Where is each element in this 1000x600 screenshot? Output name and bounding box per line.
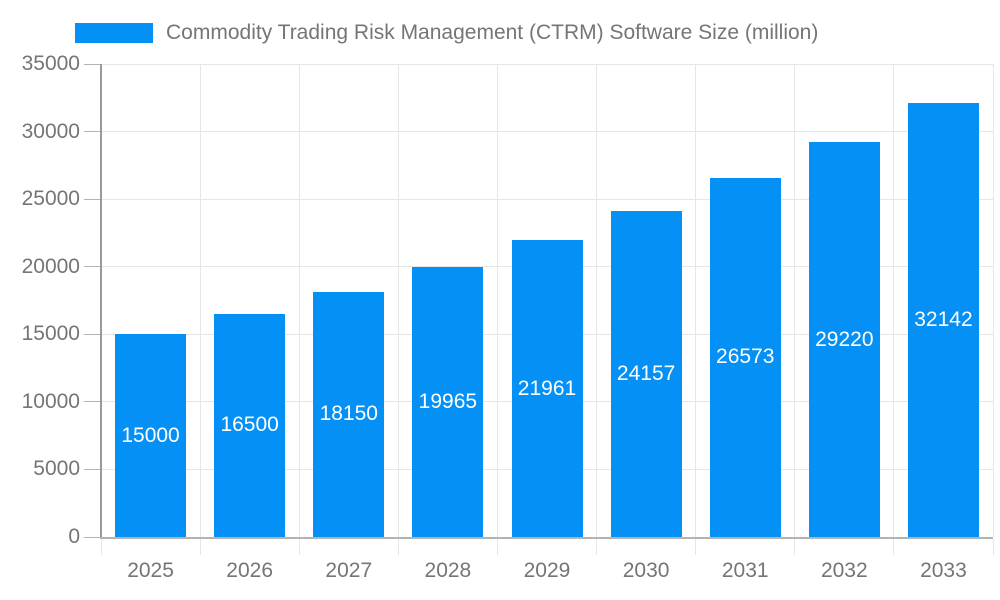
x-gridline <box>496 64 498 537</box>
bar-2026[interactable]: 16500 <box>214 314 286 537</box>
legend-title: Commodity Trading Risk Management (CTRM)… <box>166 20 819 44</box>
x-gridline <box>794 64 796 537</box>
y-axis-tick <box>84 468 101 470</box>
bar-value-label: 26573 <box>716 345 775 369</box>
x-axis-tick-label: 2032 <box>820 559 868 582</box>
bar-2031[interactable]: 26573 <box>709 177 781 537</box>
x-axis-tick <box>992 539 994 555</box>
x-axis-tick-label: 2033 <box>920 559 967 582</box>
x-gridline <box>893 64 895 537</box>
x-gridline <box>199 64 201 537</box>
y-axis-tick-label: 25000 <box>21 187 80 211</box>
y-axis-tick <box>84 198 101 200</box>
y-gridline <box>101 131 993 133</box>
bar-2032[interactable]: 29220 <box>808 142 880 537</box>
legend-color-swatch <box>75 22 153 43</box>
x-gridline <box>992 64 994 537</box>
x-axis-tick <box>893 539 895 555</box>
y-axis-tick-label: 10000 <box>21 389 80 413</box>
x-gridline <box>695 64 697 537</box>
y-axis-tick-label: 15000 <box>21 322 80 346</box>
x-axis-tick-label: 2027 <box>325 559 373 582</box>
bar-value-label: 21961 <box>517 376 577 400</box>
bar-2029[interactable]: 21961 <box>511 240 583 537</box>
x-axis-tick <box>794 539 796 555</box>
bar-2030[interactable]: 24157 <box>610 210 682 537</box>
x-axis-tick <box>397 539 399 555</box>
y-axis-tick <box>84 131 101 133</box>
x-axis-tick-label: 2028 <box>424 559 472 582</box>
y-axis-tick-label: 30000 <box>21 119 80 143</box>
bar-value-label: 29220 <box>815 327 874 351</box>
bar-value-label: 32142 <box>914 307 973 331</box>
y-gridline <box>101 63 993 65</box>
x-axis-tick-label: 2025 <box>127 559 174 582</box>
y-axis-tick <box>84 401 101 403</box>
x-gridline <box>397 64 399 537</box>
x-axis-tick <box>496 539 498 555</box>
bar-value-label: 19965 <box>418 390 478 414</box>
y-axis-tick-label: 5000 <box>33 457 80 481</box>
x-gridline <box>596 64 598 537</box>
x-axis-tick <box>199 539 201 555</box>
x-gridline <box>298 64 300 537</box>
chart-legend: Commodity Trading Risk Management (CTRM)… <box>75 20 819 44</box>
y-axis-line <box>100 64 102 539</box>
bar-2027[interactable]: 18150 <box>313 291 385 537</box>
y-axis-tick-label: 20000 <box>21 254 80 278</box>
x-axis-tick <box>298 539 300 555</box>
x-axis-tick-label: 2031 <box>721 559 769 582</box>
x-axis-tick-label: 2026 <box>226 559 274 582</box>
bar-value-label: 24157 <box>616 361 676 385</box>
bar-2025[interactable]: 15000 <box>115 334 187 537</box>
y-axis-tick <box>84 333 101 335</box>
y-axis-tick <box>84 63 101 65</box>
x-axis-tick-label: 2029 <box>523 559 571 582</box>
bar-2033[interactable]: 32142 <box>907 102 979 537</box>
x-axis-tick <box>596 539 598 555</box>
bar-2028[interactable]: 19965 <box>412 267 484 537</box>
x-axis-tick <box>695 539 697 555</box>
y-axis-tick-label: 35000 <box>21 52 80 75</box>
bar-value-label: 16500 <box>220 413 279 437</box>
x-axis-tick <box>100 539 102 555</box>
y-axis-tick-label: 0 <box>68 525 80 548</box>
y-gridline <box>101 198 993 200</box>
bar-value-label: 15000 <box>121 423 180 447</box>
y-axis-tick <box>84 266 101 268</box>
y-axis-tick <box>84 536 101 538</box>
x-axis-line <box>100 537 993 539</box>
x-axis-tick-label: 2030 <box>622 559 670 582</box>
bar-value-label: 18150 <box>319 402 378 426</box>
